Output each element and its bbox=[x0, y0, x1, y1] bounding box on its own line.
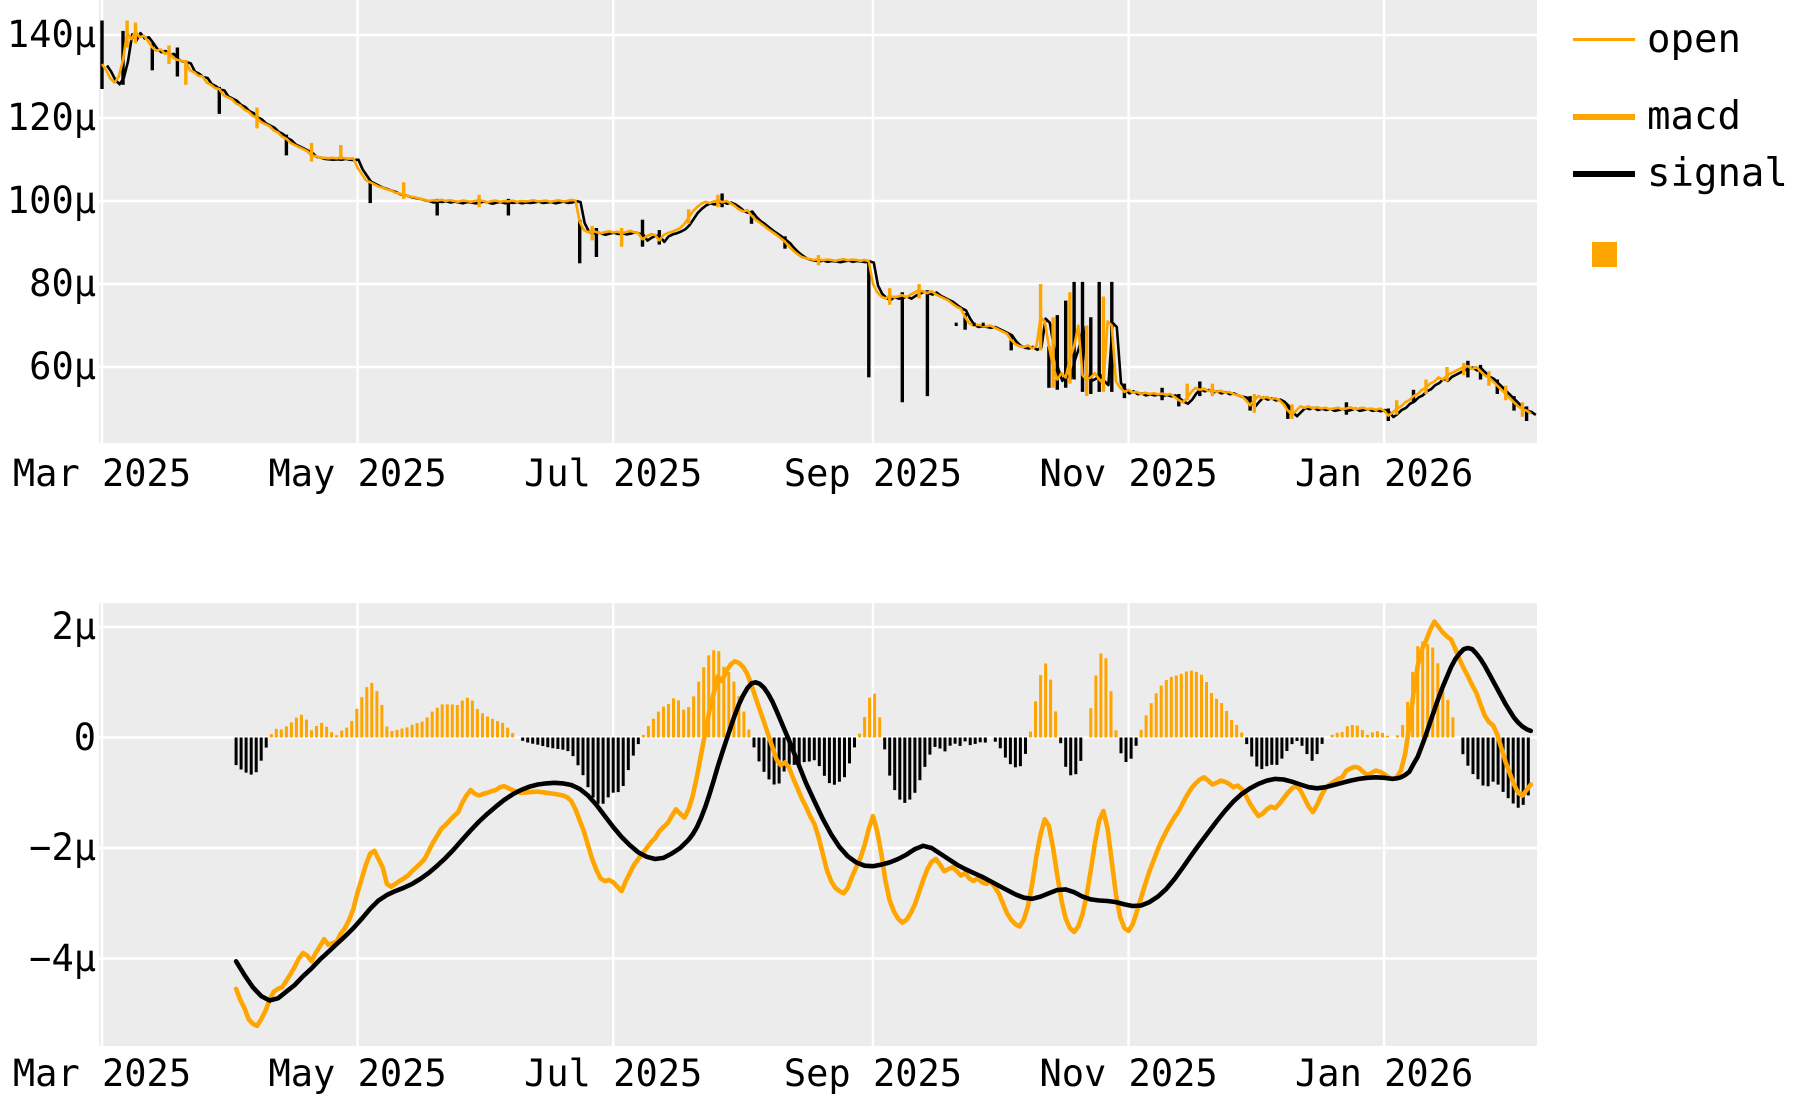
legend-macd-label: macd bbox=[1647, 94, 1741, 139]
legend-open-line-sample bbox=[1573, 38, 1635, 41]
price-x-tick-label: Jul 2025 bbox=[524, 452, 703, 495]
macd-y-tick-label: 0 bbox=[73, 715, 96, 759]
price-x-tick-label: Mar 2025 bbox=[12, 452, 192, 495]
legend-histogram-swatch bbox=[1592, 242, 1617, 267]
macd-x-tick-label: Nov 2025 bbox=[1039, 1052, 1218, 1095]
price-y-tick-label: 120µ bbox=[6, 96, 96, 139]
macd-x-tick-label: Sep 2025 bbox=[783, 1052, 963, 1095]
macd-x-tick-label: Mar 2025 bbox=[12, 1052, 192, 1095]
legend-signal-line-sample bbox=[1573, 171, 1635, 177]
macd-x-tick-label: May 2025 bbox=[268, 1052, 447, 1095]
price-y-tick-label: 60µ bbox=[29, 345, 96, 388]
macd-x-tick-label: Jul 2025 bbox=[524, 1052, 703, 1095]
price-y-tick-label: 80µ bbox=[29, 262, 96, 305]
macd-line bbox=[233, 619, 1534, 1029]
price-x-tick-label: Nov 2025 bbox=[1039, 452, 1218, 495]
macd-y-tick-label: −2µ bbox=[29, 826, 96, 869]
macd-y-tick-label: −4µ bbox=[29, 936, 96, 980]
price-y-tick-label: 140µ bbox=[6, 13, 96, 56]
price-x-tick-label: Sep 2025 bbox=[783, 452, 963, 495]
price-y-tick-label: 100µ bbox=[6, 179, 96, 222]
macd-panel-bg bbox=[99, 603, 1537, 1046]
legend-macd-line-sample bbox=[1573, 114, 1635, 120]
legend-open-label: open bbox=[1647, 17, 1741, 62]
legend-signal-label: signal bbox=[1647, 151, 1788, 196]
price-x-tick-label: Jan 2026 bbox=[1295, 452, 1474, 495]
price-panel-bg bbox=[99, 0, 1537, 443]
price-x-tick-label: May 2025 bbox=[268, 452, 447, 495]
macd-x-tick-label: Jan 2026 bbox=[1295, 1052, 1474, 1095]
signal-line bbox=[233, 645, 1534, 1003]
macd-y-tick-label: 2µ bbox=[51, 605, 96, 648]
